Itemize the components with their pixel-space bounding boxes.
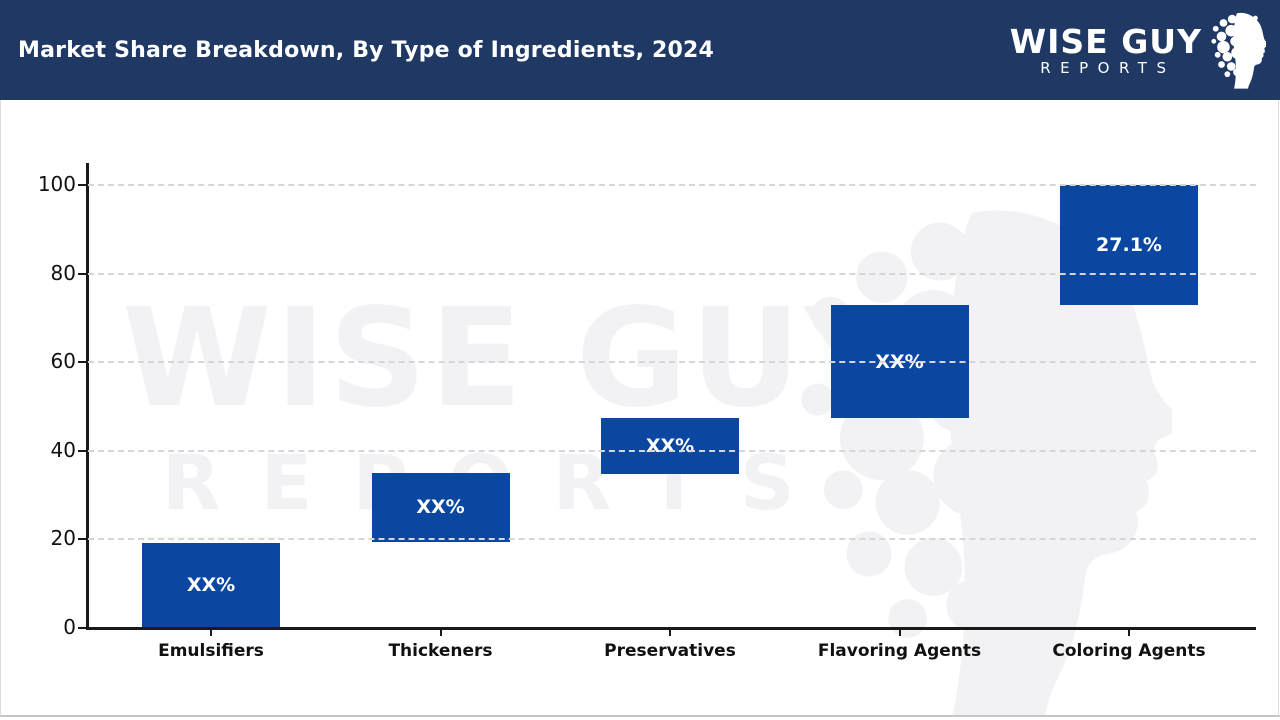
watermark-wordmark: WISE GUY xyxy=(122,280,906,438)
bar-value-label: 27.1% xyxy=(1096,234,1162,257)
gridline xyxy=(88,361,1256,364)
page-title: Market Share Breakdown, By Type of Ingre… xyxy=(18,37,715,63)
y-tick-mark xyxy=(78,449,86,452)
y-axis-line xyxy=(86,163,89,630)
bar-value-label: XX% xyxy=(416,496,465,519)
x-tick-mark xyxy=(210,628,212,636)
y-tick-mark xyxy=(78,538,86,541)
x-category-label: Coloring Agents xyxy=(1052,641,1206,661)
x-category-label: Preservatives xyxy=(604,641,736,661)
y-tick-label: 100 xyxy=(37,172,76,196)
logo-wordmark: WISE GUY xyxy=(1009,21,1202,61)
y-tick-label: 80 xyxy=(50,260,76,285)
y-tick-mark xyxy=(78,627,86,629)
x-tick-mark xyxy=(1128,628,1130,636)
y-tick-label: 20 xyxy=(50,526,76,551)
y-tick-label: 40 xyxy=(50,437,76,462)
gridline xyxy=(88,449,1256,452)
bar-segment: XX% xyxy=(142,542,280,628)
gridline xyxy=(88,538,1256,541)
logo-subtext: REPORTS xyxy=(1040,58,1176,77)
bar-segment: XX% xyxy=(371,472,510,542)
right-edge-line xyxy=(1278,100,1279,716)
gridline xyxy=(88,272,1256,275)
header-bar: Market Share Breakdown, By Type of Ingre… xyxy=(0,0,1280,100)
y-tick-mark xyxy=(78,361,86,364)
x-category-label: Thickeners xyxy=(388,641,493,661)
bar-value-label: XX% xyxy=(186,574,236,597)
x-axis-line xyxy=(86,627,1256,630)
wiseguy-logo-text: WISE GUY REPORTS xyxy=(1010,25,1202,76)
bar-segment: 27.1% xyxy=(1060,185,1198,306)
bottom-divider xyxy=(0,715,1280,717)
bar-value-label: XX% xyxy=(645,435,695,458)
wiseguy-logo: WISE GUY REPORTS xyxy=(1010,11,1280,89)
x-tick-mark xyxy=(439,628,442,636)
bar-segment: XX% xyxy=(601,418,739,475)
y-tick-mark xyxy=(78,272,86,275)
x-category-label: Flavoring Agents xyxy=(817,641,982,661)
left-edge-line xyxy=(0,100,1,716)
x-tick-mark xyxy=(669,628,671,636)
y-tick-label: 60 xyxy=(50,349,76,374)
wiseguy-head-icon xyxy=(1211,12,1266,89)
gridline xyxy=(88,184,1256,186)
x-category-label: Emulsifiers xyxy=(158,641,264,661)
y-tick-mark xyxy=(78,184,86,186)
y-tick-label: 0 xyxy=(63,615,76,639)
x-tick-mark xyxy=(898,628,901,636)
